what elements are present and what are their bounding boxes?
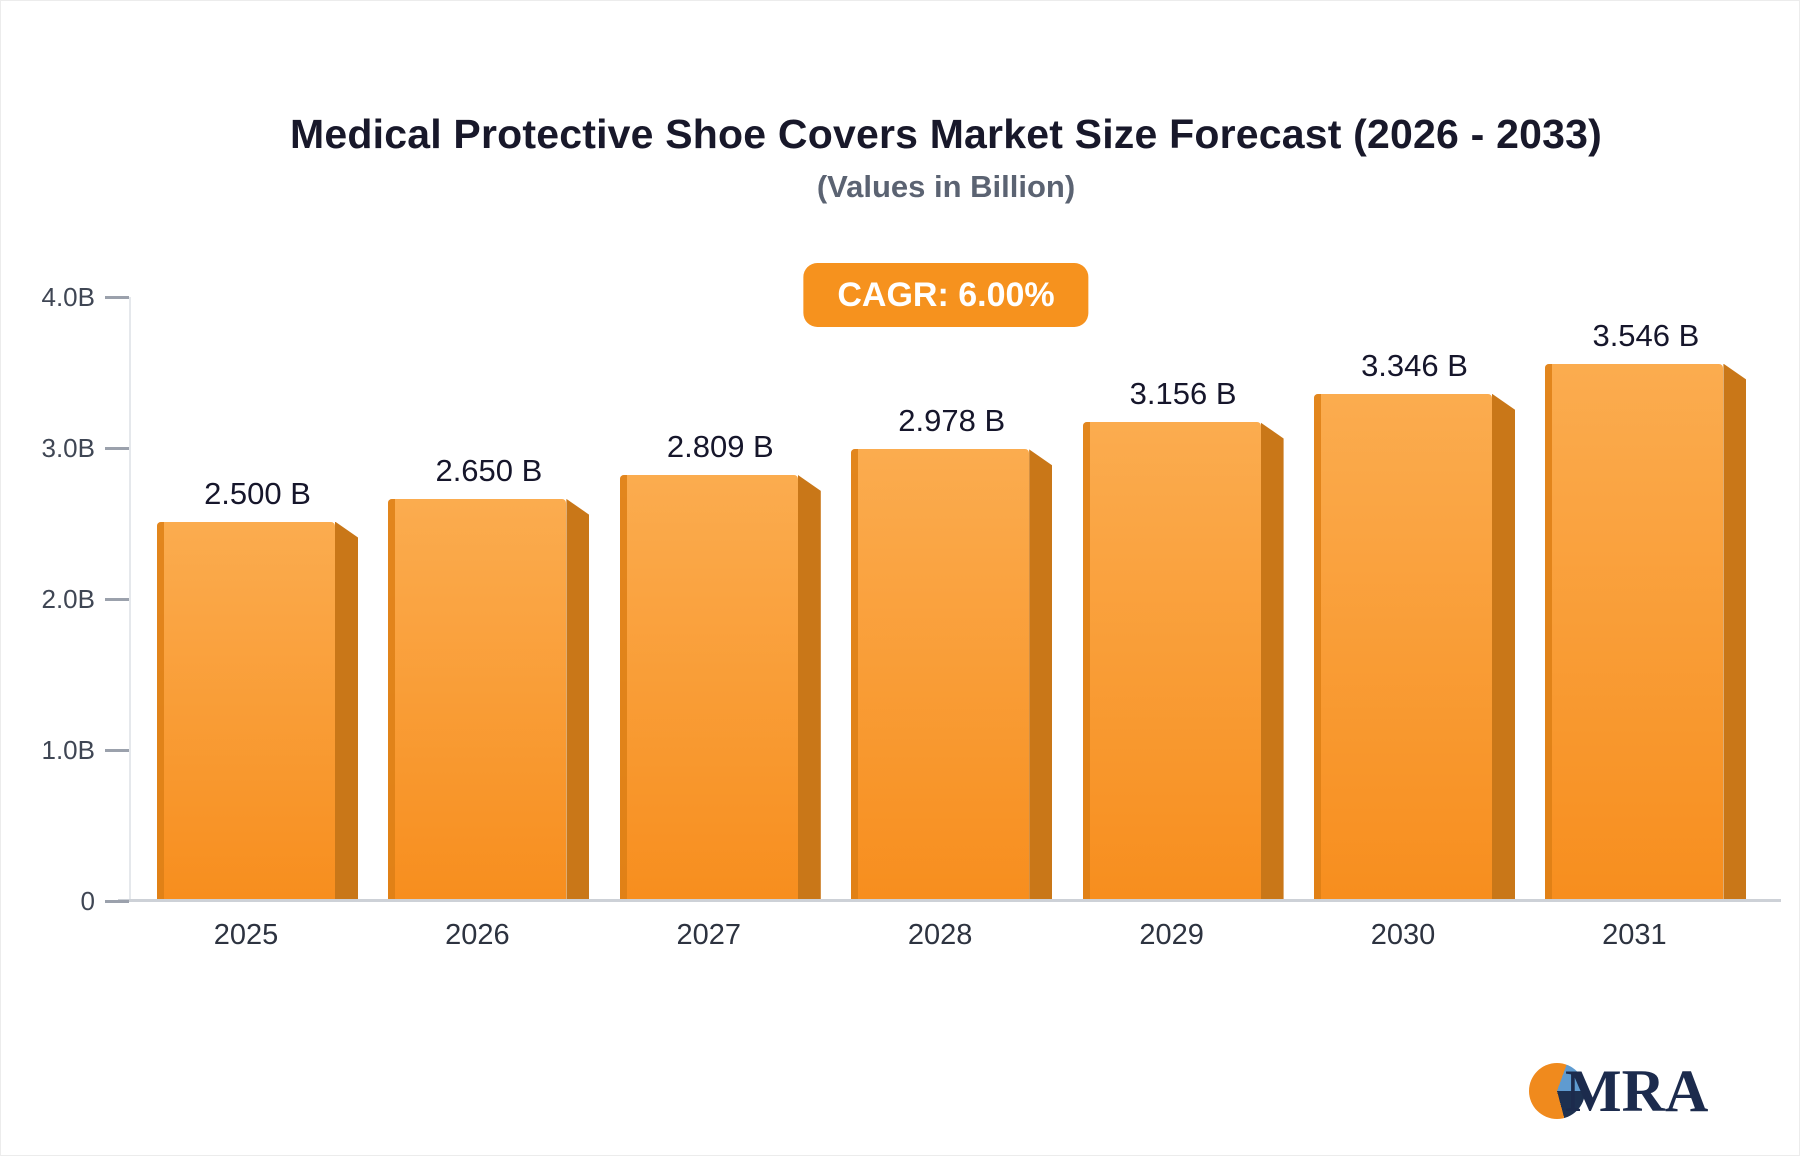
y-axis-label: 1.0B [41,735,96,765]
y-axis-tick [105,296,129,299]
bar [1314,393,1492,899]
chart-title: Medical Protective Shoe Covers Market Si… [290,111,1602,157]
x-axis-label: 2031 [1602,919,1667,951]
x-axis-label: 2027 [676,919,742,951]
bar-value-label: 3.156 B [1129,376,1237,412]
bar-3d-side [1029,449,1053,899]
bar-group-2029: 3.156 B [1082,376,1284,899]
bar [388,498,567,899]
bar-3d-side [1260,422,1284,899]
bar-left-shade [388,498,396,899]
x-axis-baseline [118,899,1781,902]
cagr-badge: CAGR: 6.00% [803,263,1089,327]
bar-value-label: 3.346 B [1361,347,1468,383]
brand-logo-text: MRA [1565,1058,1709,1124]
bar-value-label: 2.650 B [435,452,543,488]
bar-group-2027: 2.809 B [619,429,821,899]
x-axis-label: 2028 [907,919,973,951]
bar-value-label: 3.546 B [1592,317,1700,353]
bar-left-shade [1082,422,1090,899]
brand-logo: MRA [1529,1059,1708,1123]
bar-value-label: 2.809 B [666,428,774,464]
bar-3d-side [1492,393,1515,899]
y-axis-tick [105,447,129,450]
bar-left-shade [1314,393,1321,899]
x-axis-label: 2026 [445,919,510,951]
bar-value-label: 2.500 B [204,475,311,511]
bar-left-shade [1545,363,1553,899]
bar-left-shade [619,474,627,899]
y-axis-tick [105,900,129,903]
bar-group-2031: 3.546 B [1545,318,1747,899]
bar-group-2026: 2.650 B [388,453,590,899]
x-axis-label: 2029 [1139,919,1204,951]
bar-3d-side [1723,363,1747,899]
bar [851,449,1030,899]
y-axis-label: 2.0B [41,584,96,614]
y-axis-label: 4.0B [41,282,96,312]
y-axis-tick [105,598,129,601]
bar-3d-side [797,474,821,899]
y-axis-line [129,297,131,901]
brand-logo-pie-icon [1529,1063,1585,1119]
bar-3d-side [335,521,358,899]
x-axis-label: 2030 [1370,919,1436,951]
bar-group-2028: 2.978 B [851,403,1053,899]
y-axis-tick [105,749,129,752]
bar-group-2025: 2.500 B [157,476,358,899]
bar-left-shade [851,449,859,899]
bar [1545,363,1724,899]
bar [619,474,798,899]
y-axis-label: 0 [80,886,95,916]
y-axis-label: 3.0B [41,433,96,463]
bar-group-2030: 3.346 B [1314,348,1515,899]
bar-left-shade [157,521,164,899]
x-axis-label: 2025 [213,919,279,951]
chart-subtitle: (Values in Billion) [816,169,1076,204]
bar-3d-side [566,498,590,899]
bar [157,521,335,899]
bar-value-label: 2.978 B [898,403,1006,439]
bar [1082,422,1261,899]
